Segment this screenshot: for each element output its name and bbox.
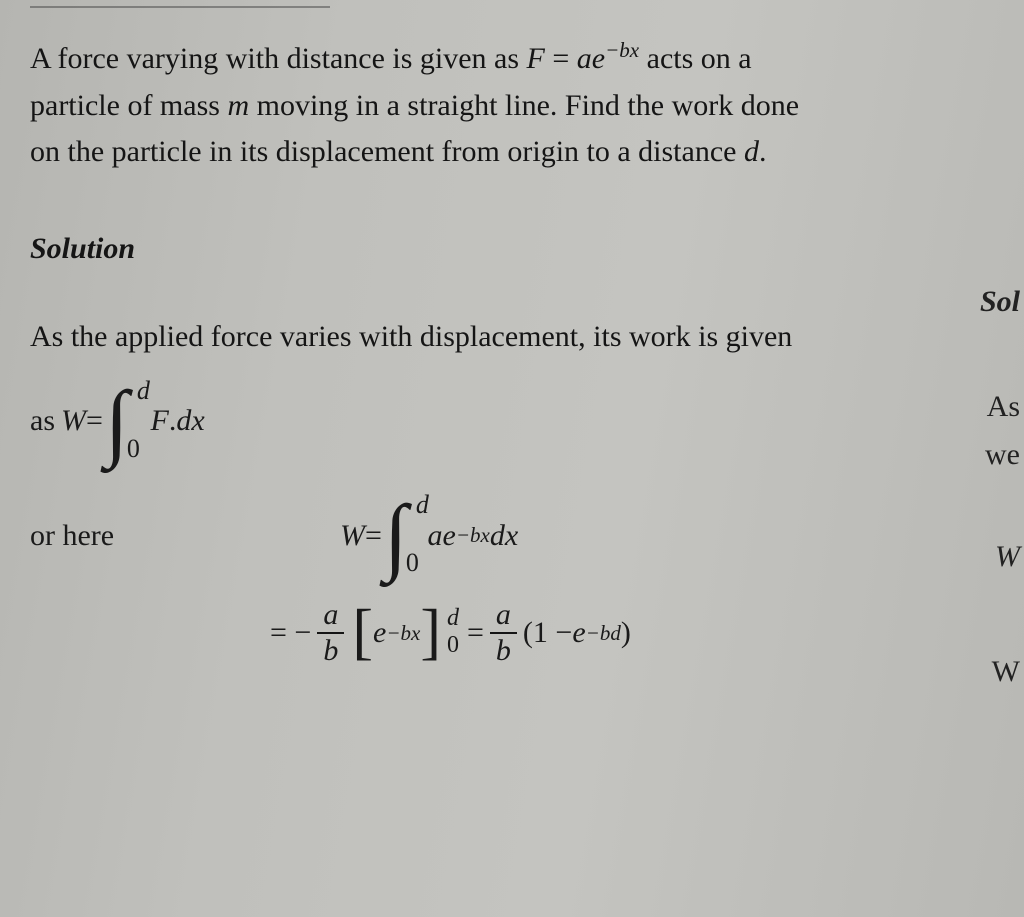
left-bracket-icon: [ bbox=[352, 611, 373, 654]
orhere-label: or here bbox=[30, 519, 340, 553]
solution-intro: As the applied force varies with displac… bbox=[30, 314, 984, 359]
right-bracket-icon: ] bbox=[420, 611, 441, 654]
var-e: e bbox=[572, 616, 585, 650]
var-e: e bbox=[442, 519, 455, 553]
problem-text: on the particle in its displacement from… bbox=[30, 135, 744, 168]
var-W: W bbox=[340, 519, 365, 553]
paren-right: ) bbox=[621, 616, 631, 650]
problem-text: moving in a straight line. Find the work… bbox=[249, 89, 799, 122]
problem-statement: A force varying with distance is given a… bbox=[30, 34, 984, 176]
equals: = bbox=[365, 519, 382, 553]
page: A force varying with distance is given a… bbox=[0, 0, 1024, 917]
problem-text: particle of mass bbox=[30, 89, 227, 122]
integral-block: ∫ d 0 bbox=[103, 387, 131, 456]
frac-num: a bbox=[317, 600, 344, 634]
coef-a: a bbox=[427, 519, 442, 553]
problem-text: A force varying with distance is given a… bbox=[30, 42, 527, 75]
eq-sign: = bbox=[545, 42, 577, 75]
fraction-a-over-b: a b bbox=[490, 600, 517, 666]
integral-sign-icon: ∫ d 0 bbox=[105, 387, 129, 456]
eq2-body: W = ∫ d 0 ae−bx dx bbox=[340, 501, 518, 570]
equals: = bbox=[86, 404, 103, 438]
exp-neg-bx: −bx bbox=[386, 621, 420, 646]
integrand-F: F bbox=[150, 404, 168, 438]
dot: . bbox=[169, 404, 177, 438]
edge-fragment-we: we bbox=[985, 438, 1020, 472]
edge-fragment-W2: W bbox=[992, 655, 1020, 689]
equation-evaluated: = − a b [ e−bx ] d 0 = a b (1 − e−bd) bbox=[270, 600, 984, 666]
exp-neg-bd: −bd bbox=[586, 621, 621, 646]
edge-fragment-as: As bbox=[987, 390, 1020, 424]
paren-left: (1 − bbox=[523, 616, 572, 650]
int-lower-limit: 0 bbox=[406, 553, 419, 574]
exp-neg-bx: −bx bbox=[605, 38, 639, 62]
var-a: a bbox=[577, 42, 592, 75]
var-W: W bbox=[61, 404, 86, 438]
var-e: e bbox=[592, 42, 605, 75]
edge-fragment-sol: Sol bbox=[980, 285, 1020, 319]
as-label: as bbox=[30, 404, 55, 438]
int-upper-limit: d bbox=[416, 495, 429, 516]
integrand-dx: dx bbox=[176, 404, 204, 438]
bracket-lower: 0 bbox=[447, 632, 459, 659]
frac-den: b bbox=[317, 634, 344, 666]
equation-work-integral: as W = ∫ d 0 F.dx bbox=[30, 387, 984, 456]
var-F: F bbox=[527, 42, 545, 75]
bracket-term: [ e−bx ] d 0 bbox=[352, 611, 441, 654]
bracket-upper: d bbox=[447, 605, 459, 632]
frac-num: a bbox=[490, 600, 517, 634]
equation-substituted: or here W = ∫ d 0 ae−bx dx bbox=[30, 501, 984, 570]
dx: dx bbox=[490, 519, 518, 553]
fraction-a-over-b: a b bbox=[317, 600, 344, 666]
frac-den: b bbox=[490, 634, 517, 666]
integral-sign-icon: ∫ d 0 bbox=[384, 501, 408, 570]
integral-block: ∫ d 0 bbox=[382, 501, 410, 570]
int-lower-limit: 0 bbox=[127, 439, 140, 460]
edge-fragment-W: W bbox=[995, 540, 1020, 574]
exp-neg-bx: −bx bbox=[456, 523, 490, 548]
var-m: m bbox=[227, 89, 249, 122]
solution-heading: Solution bbox=[30, 232, 984, 266]
var-e: e bbox=[373, 616, 386, 650]
problem-text: acts on a bbox=[639, 42, 751, 75]
equals: = bbox=[467, 616, 484, 650]
int-upper-limit: d bbox=[137, 381, 150, 402]
var-d: d bbox=[744, 135, 759, 168]
equals-neg: = − bbox=[270, 616, 311, 650]
period: . bbox=[759, 135, 767, 168]
top-rule bbox=[30, 6, 330, 8]
